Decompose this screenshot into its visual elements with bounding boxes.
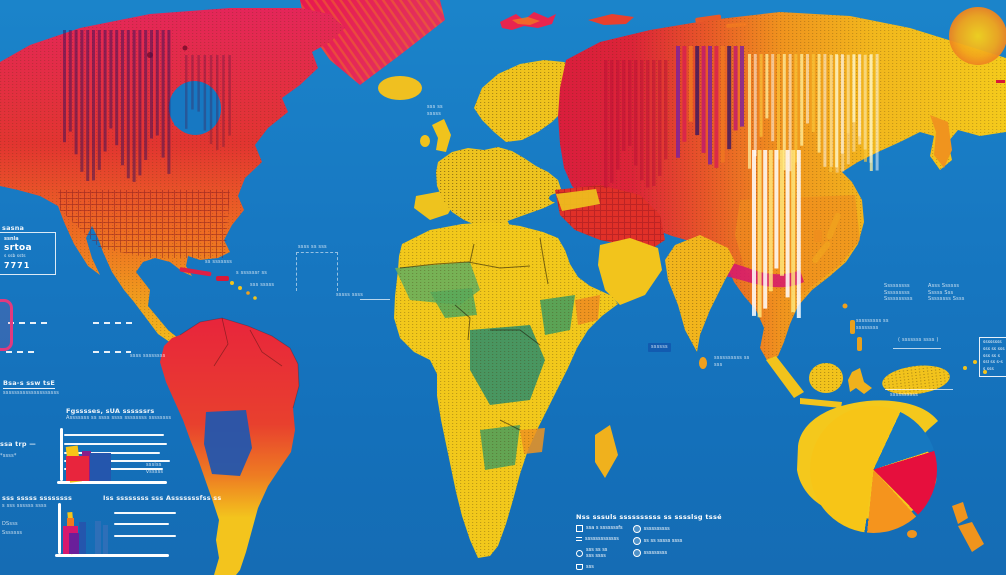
bar-chart-1 — [57, 428, 175, 484]
legend-item-label: sssssssssssss — [585, 536, 619, 542]
barcode-stripes — [63, 30, 879, 318]
legend-item: sss — [576, 564, 623, 571]
right-info-box: ssssssss sss ss ssss sss ss s ssl ss s-s… — [979, 337, 1006, 377]
map-legend: Nss sssuls ssssssssss ss sssslsg tssé ss… — [576, 513, 722, 570]
callout-line — [885, 389, 953, 390]
map-label: sss ss sssss — [427, 104, 443, 117]
legend-item-label: sss ss ss sss ssss — [586, 546, 608, 560]
callout-line — [893, 348, 941, 349]
chart2-title: Iss ssssssss sss Asssssssfss ss — [103, 494, 222, 502]
legend-bullet-icon — [632, 525, 641, 533]
legend-item-label: sssssssss — [643, 549, 668, 556]
legend-bullet-icon — [632, 537, 641, 545]
africa — [394, 222, 618, 558]
callout-line — [360, 299, 390, 300]
left-box-line: 7771 — [4, 261, 31, 270]
legend-item: ssssssssss — [632, 525, 683, 533]
legend-item: sss ss ss sss ssss — [576, 547, 623, 560]
india — [665, 235, 735, 369]
map-label: ssss ss sss — [298, 244, 327, 250]
map-label: ssssss — [648, 343, 671, 352]
south-america — [160, 317, 300, 575]
middle-east — [555, 185, 665, 305]
left-box-line: s ssb ssts — [4, 254, 26, 259]
left-box-line: ssnla — [4, 236, 19, 242]
map-label: Asss Ssssss Sssss Sss Ssssssss Ssss — [928, 283, 965, 302]
dash-row — [8, 322, 52, 324]
right-box-line: sss ss ssss — [983, 346, 1005, 352]
map-label: *ssss* — [0, 453, 17, 459]
map-label: ssa trp — — [0, 440, 36, 448]
right-box-line: s sss — [983, 367, 994, 372]
east-asia-islands — [812, 7, 1006, 351]
map-label: sssssssss ss ssssssss — [856, 318, 889, 331]
chart1-note: sssiss vsssss — [146, 462, 164, 475]
legend-item: ssa s sssssssfs — [576, 525, 623, 532]
map-label: sss sssss ssssssss — [2, 494, 73, 502]
chart1-title: Fgsssses, sUA ssssssrs — [66, 407, 155, 415]
legend-item: sssssssss — [632, 549, 683, 557]
map-label: s sss ssssss ssss — [2, 503, 47, 509]
right-box-line: sss ss s — [983, 353, 1000, 359]
legend-bullet-icon — [632, 549, 641, 557]
legend-square-icon — [576, 525, 583, 532]
dash-row — [93, 351, 131, 353]
legend-right-column: ssssssssss ss ss sssss ssss sssssssss — [632, 525, 683, 570]
legend-dash-icon — [576, 537, 582, 542]
pink-badge — [0, 299, 13, 351]
left-box-line: srtoa — [4, 243, 32, 253]
pie-chart — [810, 406, 937, 533]
map-label: s ssssssr ss — [236, 270, 268, 276]
map-label: ( sssssss ssss ) — [898, 337, 939, 343]
arctic-islands — [500, 12, 634, 30]
legend-item: sssssssssssss — [576, 536, 623, 543]
map-label: ssssssssss ss sss — [714, 355, 750, 368]
legend-item-label: ssssssssss — [643, 525, 670, 532]
legend-left-column: ssa s sssssssfs sssssssssssss sss ss ss … — [576, 525, 623, 570]
legend-item-label: ssa s sssssssfs — [586, 525, 623, 532]
legend-item: ss ss sssss ssss — [632, 537, 683, 545]
map-label: ssssssssssssssssssss — [3, 390, 60, 396]
dashed-callout-box — [296, 252, 338, 291]
map-label: ssss ssssssss — [130, 353, 166, 359]
legend-cup-icon — [576, 563, 583, 570]
left-info-box: ssnla srtoa s ssb ssts 7771 — [0, 232, 56, 275]
chart1-subtitle: Asssssss ss ssss ssss ssssssss ssssssss — [66, 415, 172, 421]
map-label: ss sssssss — [205, 259, 233, 265]
right-box-line: ssl ss s-s — [983, 360, 1003, 366]
legend-title: Nss sssuls ssssssssss ss sssslsg tssé — [576, 513, 722, 521]
europe — [378, 60, 580, 241]
legend-ring-icon — [576, 549, 583, 557]
map-label: DSsss — [2, 521, 18, 527]
map-label: sssss ssss — [336, 292, 364, 298]
legend-item-label: sss — [586, 563, 594, 570]
map-label: Sssssssss Sssssssss Ssssssssss — [884, 283, 913, 302]
caribbean-islands — [179, 267, 257, 300]
legend-item-label: ss ss sssss ssss — [643, 537, 683, 544]
bar-chart-2 — [55, 503, 178, 557]
dash-row — [6, 351, 38, 353]
indonesia — [766, 356, 987, 408]
dash-row — [93, 322, 137, 324]
map-label: ssssssssss — [890, 392, 919, 398]
map-label: sasna — [2, 224, 25, 232]
map-label: sss sssss — [250, 282, 275, 288]
right-box-line: ssssssss — [983, 340, 1002, 345]
map-label: Sssssss — [2, 530, 23, 536]
map-label: Bsa-s ssw tsE — [3, 379, 56, 390]
north-america — [0, 8, 345, 343]
